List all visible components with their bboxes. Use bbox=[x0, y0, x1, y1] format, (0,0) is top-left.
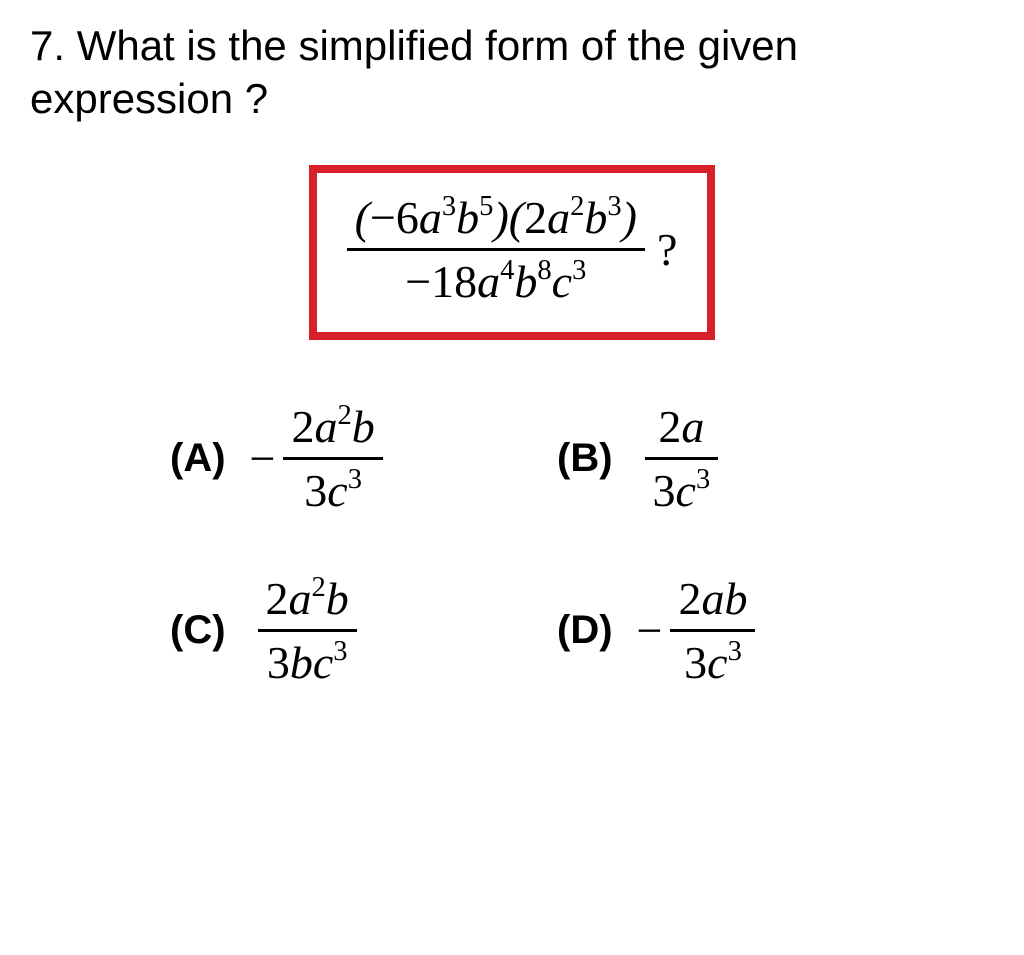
options-grid: (A) − 2a2b 3c3 (B) 2a 3c3 bbox=[30, 400, 994, 689]
option-a[interactable]: (A) − 2a2b 3c3 bbox=[170, 400, 517, 517]
option-expression: 2a 3c3 bbox=[637, 400, 719, 517]
option-numerator: 2a bbox=[650, 400, 712, 453]
option-prefix: − bbox=[637, 604, 663, 657]
option-label: (C) bbox=[170, 608, 226, 653]
option-fraction: 2a2b 3c3 bbox=[283, 400, 382, 517]
expression-question-mark: ? bbox=[657, 223, 677, 276]
option-denominator: 3c3 bbox=[296, 464, 370, 517]
fraction-bar bbox=[347, 248, 645, 251]
question-text: 7. What is the simplified form of the gi… bbox=[30, 20, 994, 125]
option-expression: 2a2b 3bc3 bbox=[250, 572, 357, 689]
question-number: 7. bbox=[30, 22, 65, 69]
expression-box: (−6a3b5)(2a2b3) −18a4b8c3 ? bbox=[309, 165, 716, 340]
option-label: (A) bbox=[170, 436, 226, 481]
option-expression: − 2a2b 3c3 bbox=[250, 400, 383, 517]
option-d[interactable]: (D) − 2ab 3c3 bbox=[557, 572, 904, 689]
fraction-bar bbox=[258, 629, 357, 632]
expression-numerator: (−6a3b5)(2a2b3) bbox=[347, 191, 645, 244]
option-numerator: 2a2b bbox=[283, 400, 382, 453]
expression-container: (−6a3b5)(2a2b3) −18a4b8c3 ? bbox=[30, 165, 994, 340]
option-label: (D) bbox=[557, 608, 613, 653]
option-denominator: 3c3 bbox=[645, 464, 719, 517]
option-numerator: 2ab bbox=[670, 572, 755, 625]
fraction-bar bbox=[283, 457, 382, 460]
page: 7. What is the simplified form of the gi… bbox=[0, 0, 1024, 709]
option-b[interactable]: (B) 2a 3c3 bbox=[557, 400, 904, 517]
option-denominator: 3c3 bbox=[676, 636, 750, 689]
option-fraction: 2a 3c3 bbox=[645, 400, 719, 517]
expression-denominator: −18a4b8c3 bbox=[397, 255, 594, 308]
option-expression: − 2ab 3c3 bbox=[637, 572, 756, 689]
option-numerator: 2a2b bbox=[258, 572, 357, 625]
option-fraction: 2ab 3c3 bbox=[670, 572, 755, 689]
option-c[interactable]: (C) 2a2b 3bc3 bbox=[170, 572, 517, 689]
expression-fraction: (−6a3b5)(2a2b3) −18a4b8c3 bbox=[347, 191, 645, 308]
question-body: What is the simplified form of the given… bbox=[30, 22, 798, 122]
option-denominator: 3bc3 bbox=[259, 636, 356, 689]
fraction-bar bbox=[645, 457, 719, 460]
option-label: (B) bbox=[557, 436, 613, 481]
option-prefix: − bbox=[250, 432, 276, 485]
option-fraction: 2a2b 3bc3 bbox=[258, 572, 357, 689]
fraction-bar bbox=[670, 629, 755, 632]
